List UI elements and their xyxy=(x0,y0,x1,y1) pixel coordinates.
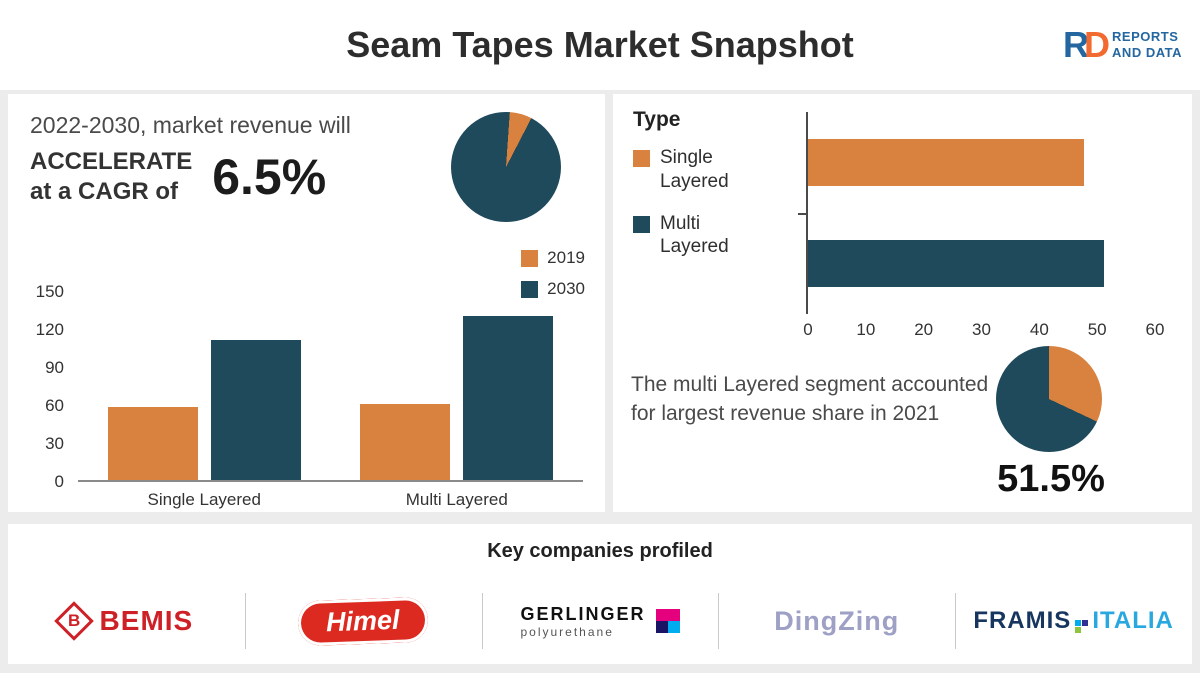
type-legend-item: Single Layered xyxy=(633,146,748,194)
x-tick-label: 30 xyxy=(972,320,991,339)
legend-swatch xyxy=(521,249,539,267)
legend-item-2019: 2019 xyxy=(521,248,585,268)
right-panel: Type Single Layered Multi Layered 0 10 20 30… xyxy=(613,94,1192,512)
grouped-bar-categories: Single Layered Multi Layered xyxy=(78,490,583,510)
x-tick-label: 10 xyxy=(856,320,876,339)
bemis-logo: B BEMIS xyxy=(8,578,245,664)
category-label: Single Layered xyxy=(147,490,261,509)
left-panel: 2022-2030, market revenue will ACCELERAT… xyxy=(8,94,605,512)
type-legend-item: Multi Layered xyxy=(633,212,748,260)
legend-swatch xyxy=(521,280,539,298)
bemis-diamond-icon: B xyxy=(53,601,94,641)
share-pie-chart xyxy=(996,346,1102,452)
type-legend-swatch xyxy=(633,215,650,233)
gerlinger-logo: GERLINGER polyurethane xyxy=(482,578,719,664)
dingzing-logo: DingZing xyxy=(718,578,955,664)
cagr-pie-chart xyxy=(451,112,561,222)
gerlinger-subtitle: polyurethane xyxy=(520,624,614,639)
gerlinger-square-icon xyxy=(655,609,680,633)
x-tick-label: 20 xyxy=(914,320,934,339)
brand-text: REPORTS AND DATA xyxy=(1112,29,1182,60)
type-hbar-chart xyxy=(798,112,1153,314)
italia-wordmark: ITALIA xyxy=(1092,607,1174,634)
y-tick-label: 120 xyxy=(35,320,64,339)
bar-2030 xyxy=(463,315,554,480)
companies-heading: Key companies profiled xyxy=(487,540,713,562)
y-tick-label: 90 xyxy=(45,358,64,377)
bar-group xyxy=(107,292,301,480)
bar-2019 xyxy=(107,407,198,480)
himel-logo: Himel xyxy=(245,578,482,664)
y-tick-label: 0 xyxy=(54,472,64,491)
accelerate-text: ACCELERATE xyxy=(30,148,193,175)
bar-group xyxy=(360,292,554,480)
grouped-bar-plot xyxy=(78,292,583,482)
header: Seam Tapes Market Snapshot RD REPORTS AN… xyxy=(0,0,1200,90)
page-title: Seam Tapes Market Snapshot xyxy=(346,24,854,65)
brand-line1: REPORTS xyxy=(1112,29,1179,45)
framis-pixels-icon xyxy=(1075,620,1089,633)
cagr-label: at a CAGR of xyxy=(30,178,179,205)
bemis-wordmark: BEMIS xyxy=(99,605,194,636)
himel-badge-icon: Himel xyxy=(297,596,429,646)
main-content: 2022-2030, market revenue will ACCELERAT… xyxy=(8,94,1192,512)
type-legend-swatch xyxy=(633,150,650,167)
y-tick-label: 30 xyxy=(45,434,64,453)
hbar-Single Layered xyxy=(808,139,1084,186)
year-legend: 2019 2030 xyxy=(521,248,585,299)
legend-label: 2030 xyxy=(547,279,585,298)
hbar-axis-tick xyxy=(798,213,807,215)
company-logos: B BEMIS Himel GERLINGER polyurethane Din… xyxy=(8,578,1192,664)
share-note: The multi Layered segment accounted for … xyxy=(631,373,989,426)
share-value: 51.5% xyxy=(997,458,1105,500)
cagr-value: 6.5% xyxy=(212,149,327,205)
legend-label: 2019 xyxy=(547,248,585,267)
intro-line: 2022-2030, market revenue will xyxy=(30,112,351,138)
framis-italia-logo: FRAMIS ITALIA xyxy=(955,578,1192,664)
dingzing-wordmark: DingZing xyxy=(774,605,900,636)
type-legend-label: Single Layered xyxy=(660,147,729,192)
bar-2019 xyxy=(360,403,451,480)
y-tick-label: 60 xyxy=(45,396,64,415)
hbar-Multi Layered xyxy=(808,240,1105,287)
x-tick-label: 60 xyxy=(1145,320,1165,339)
framis-wordmark: FRAMIS xyxy=(973,607,1072,634)
y-tick-label: 150 xyxy=(35,282,64,301)
gerlinger-wordmark: GERLINGER xyxy=(520,603,646,624)
category-label: Multi Layered xyxy=(405,490,508,509)
type-legend-items: Single Layered Multi Layered xyxy=(633,146,748,277)
legend-item-2030: 2030 xyxy=(521,279,585,299)
x-tick-label: 40 xyxy=(1029,320,1049,339)
hbar-x-axis: 0 10 20 30 40 50 60 xyxy=(803,320,1164,342)
brand-line2: AND DATA xyxy=(1112,45,1182,60)
companies-panel: Key companies profiled B BEMIS Himel GER… xyxy=(8,524,1192,664)
reports-and-data-logo: RD REPORTS AND DATA xyxy=(1063,27,1182,63)
x-tick-label: 50 xyxy=(1087,320,1107,339)
rd-logo-icon: RD xyxy=(1063,24,1110,65)
x-tick-label: 0 xyxy=(803,320,813,339)
cagr-statement: 2022-2030, market revenue will ACCELERAT… xyxy=(30,112,351,207)
type-legend-title: Type xyxy=(633,108,681,131)
bar-2030 xyxy=(210,339,301,480)
grouped-bar-y-axis: 0 30 60 90 120 150 xyxy=(26,282,70,491)
type-legend-label: Multi Layered xyxy=(660,212,729,258)
revenue-grouped-bar-chart: 0 30 60 90 120 150 Single Layered Multi Layere… xyxy=(26,282,587,509)
